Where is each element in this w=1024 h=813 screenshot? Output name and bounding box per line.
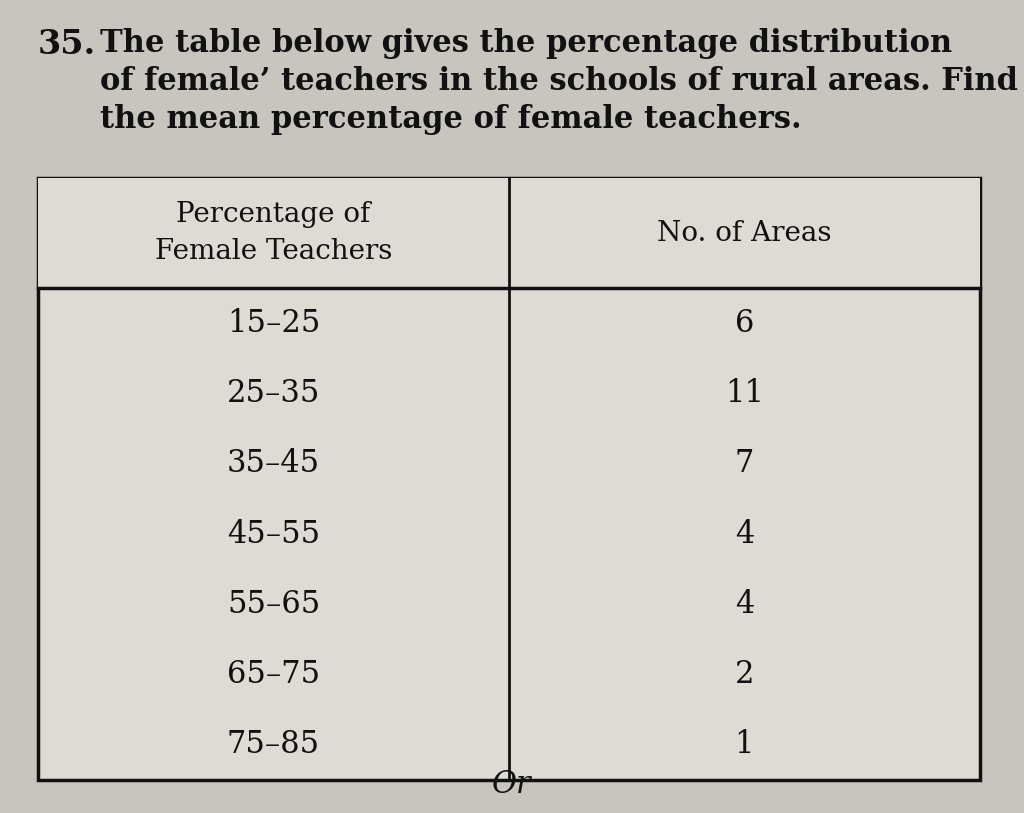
Text: 55–65: 55–65: [227, 589, 321, 620]
Text: 7: 7: [735, 448, 755, 479]
Text: 65–75: 65–75: [227, 659, 321, 690]
Text: of female’ teachers in the schools of rural areas. Find: of female’ teachers in the schools of ru…: [100, 66, 1018, 97]
Text: 35.: 35.: [38, 28, 96, 61]
Text: The table below gives the percentage distribution: The table below gives the percentage dis…: [100, 28, 952, 59]
Bar: [38, 178, 980, 288]
Text: 35–45: 35–45: [227, 448, 321, 479]
Text: 4: 4: [735, 589, 754, 620]
Text: No. of Areas: No. of Areas: [657, 220, 831, 246]
Text: 4: 4: [735, 519, 754, 550]
Text: 1: 1: [735, 729, 755, 760]
Text: Or: Or: [493, 769, 531, 800]
Text: Percentage of
Female Teachers: Percentage of Female Teachers: [155, 201, 392, 265]
Text: 15–25: 15–25: [226, 307, 321, 339]
Text: 25–35: 25–35: [226, 378, 321, 409]
Bar: [38, 178, 980, 780]
Text: 45–55: 45–55: [227, 519, 321, 550]
Text: the mean percentage of female teachers.: the mean percentage of female teachers.: [100, 104, 802, 135]
Text: 75–85: 75–85: [227, 729, 321, 760]
Text: 2: 2: [735, 659, 755, 690]
Text: 6: 6: [735, 307, 755, 339]
Text: 11: 11: [725, 378, 764, 409]
